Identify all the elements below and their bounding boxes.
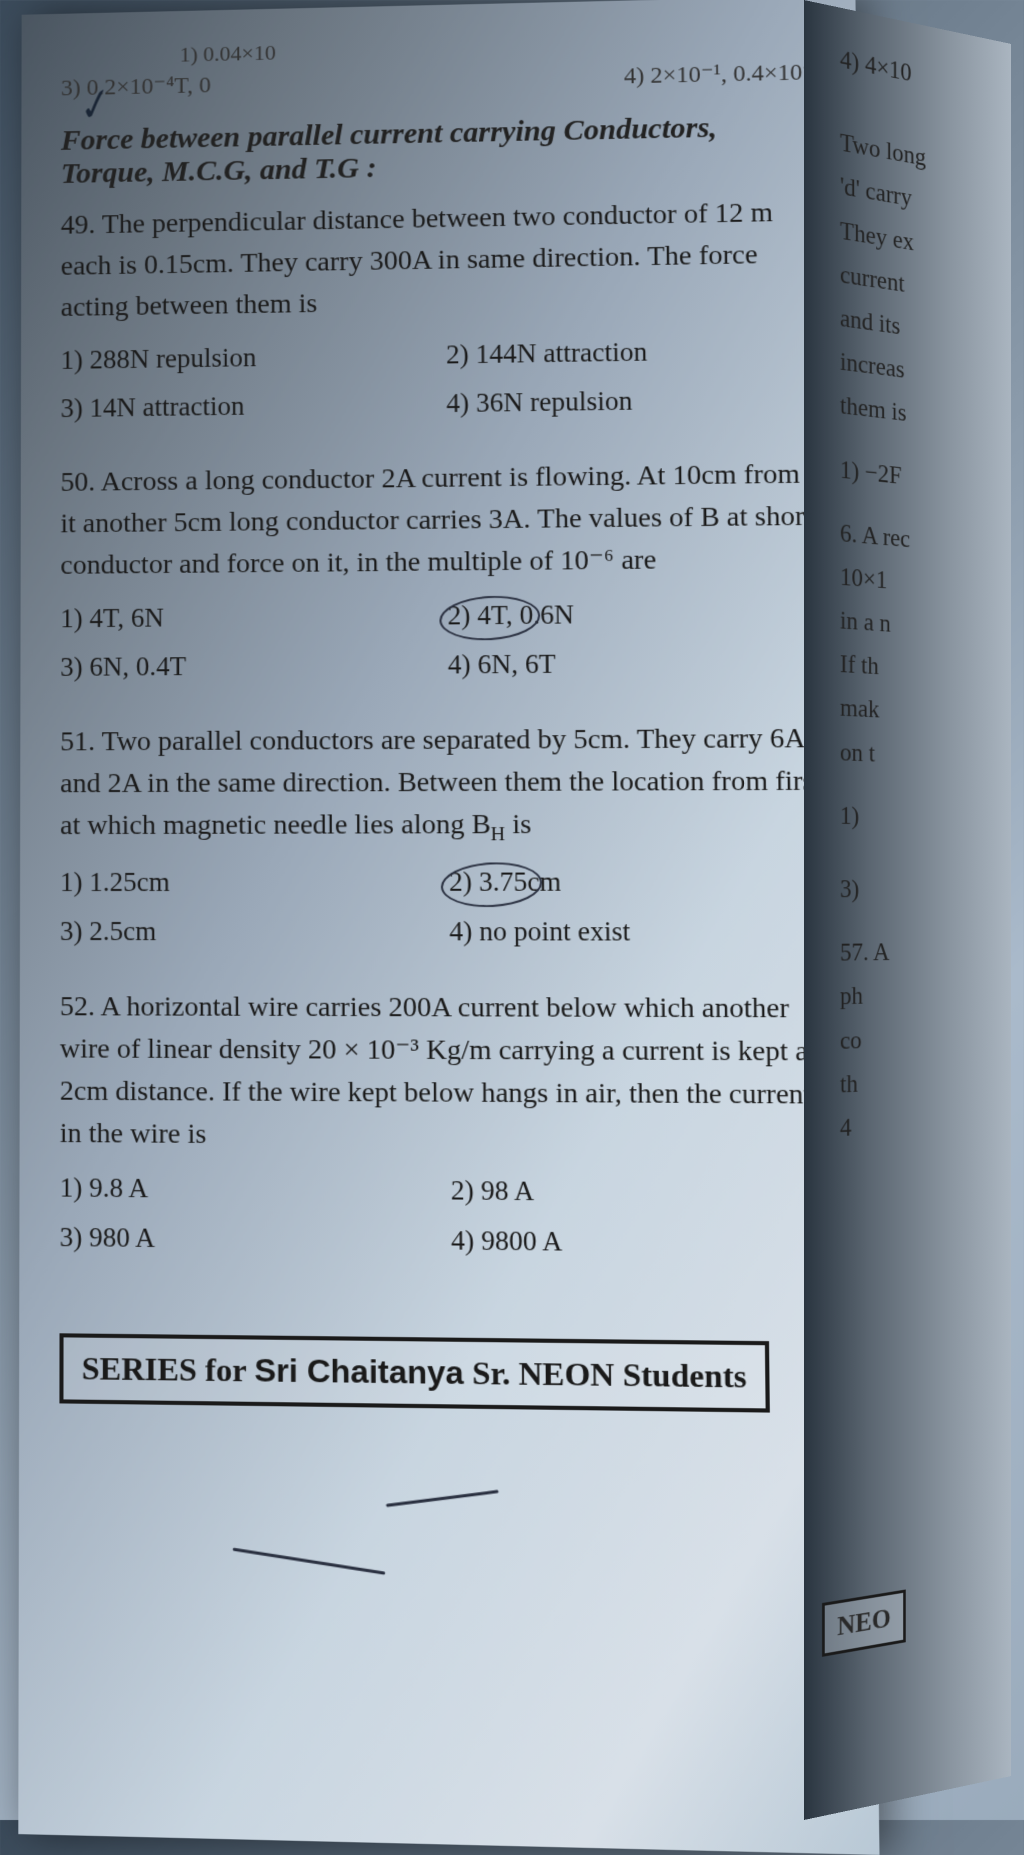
q51-num: 51. [60, 727, 95, 758]
right-fragments: 4) 4×10 Two long 'd' carry They ex curre… [840, 37, 995, 1150]
q51: 51. Two parallel conductors are separate… [60, 718, 826, 952]
q52-num: 52. [60, 992, 95, 1023]
q50-opt4: 4) 6N, 6T [448, 642, 823, 685]
q51-text-a: Two parallel conductors are separated by… [60, 723, 822, 841]
pen-swoosh [233, 1548, 386, 1575]
q51-opt1: 1) 1.25cm [60, 862, 429, 903]
right-page: 4) 4×10 Two long 'd' carry They ex curre… [804, 0, 1011, 1820]
q50-num: 50. [60, 467, 95, 498]
q52-opt2: 2) 98 A [451, 1170, 830, 1214]
r-l22: 4 [840, 1099, 995, 1150]
section-title: Force between parallel current carrying … [61, 109, 817, 191]
r-l19: ph [840, 972, 995, 1018]
q50-opt2: 2) 4T, 0.6N [447, 593, 822, 637]
q52-options: 1) 9.8 A 2) 98 A 3) 980 A 4) 9800 A [60, 1168, 830, 1265]
q50-opt1: 1) 4T, 6N [60, 596, 427, 639]
q52-opt4: 4) 9800 A [451, 1220, 830, 1265]
r-l20: co [840, 1015, 995, 1063]
r-l21: th [840, 1057, 995, 1106]
footer-post: Sr. NEON Students [464, 1355, 747, 1396]
frag3: 4) 2×10⁻¹, 0.4×10⁻ [624, 56, 816, 93]
q51-opt3: 3) 2.5cm [60, 911, 429, 952]
q50-text: Across a long conductor 2A current is fl… [60, 459, 812, 581]
q49-opt4: 4) 36N repulsion [446, 378, 819, 423]
q49: 49. The perpendicular distance between t… [61, 192, 820, 428]
q52-text: A horizontal wire carries 200A current b… [60, 992, 817, 1151]
footer-box: SERIES for Sri Chaitanya Sr. NEON Studen… [59, 1334, 770, 1413]
q52-opt1: 1) 9.8 A [60, 1168, 431, 1212]
r-l18: 57. A [840, 930, 995, 975]
q50-options: 1) 4T, 6N 2) 4T, 0.6N 3) 6N, 0.4T 4) 6N,… [60, 593, 823, 687]
q51-text-b: is [505, 809, 532, 840]
q49-options: 1) 288N repulsion 2) 144N attraction 3) … [61, 330, 820, 429]
q51-sub: H [491, 824, 506, 845]
q50: 50. Across a long conductor 2A current i… [60, 454, 823, 687]
r-l14: mak [840, 686, 995, 736]
q52: 52. A horizontal wire carries 200A curre… [60, 987, 830, 1265]
footer-pre: SERIES for [82, 1350, 255, 1389]
q51-options: 1) 1.25cm 2) 3.75cm 3) 2.5cm 4) no point… [60, 861, 826, 952]
right-box: NEO [822, 1590, 905, 1657]
q49-opt2: 2) 144N attraction [446, 330, 819, 376]
q52-opt3: 3) 980 A [60, 1217, 431, 1261]
q49-num: 49. [61, 210, 96, 241]
q49-text: The perpendicular distance between two c… [61, 198, 773, 324]
r-l15: on t [840, 730, 995, 779]
q51-opt2-circled: 2) 3.75cm [449, 867, 561, 897]
top-fragments: 1) 0.04×10 3) 0.2×10⁻⁴T, 0 4) 2×10⁻¹, 0.… [61, 26, 816, 106]
r-l16: 1) [840, 794, 995, 840]
q50-opt2-circled: 2) 4T, 0.6N [447, 600, 574, 631]
q50-opt3: 3) 6N, 0.4T [60, 644, 427, 687]
r-l17: 3) [840, 867, 995, 911]
main-page: 1) 0.04×10 3) 0.2×10⁻⁴T, 0 4) 2×10⁻¹, 0.… [18, 0, 879, 1855]
pen-underline-1 [386, 1490, 499, 1507]
q49-opt1: 1) 288N repulsion [61, 335, 426, 380]
q49-opt3: 3) 14N attraction [61, 383, 427, 428]
q51-opt4: 4) no point exist [449, 911, 826, 952]
q51-opt2: 2) 3.75cm [449, 861, 826, 902]
footer-brand: Sri Chaitanya [254, 1352, 464, 1391]
